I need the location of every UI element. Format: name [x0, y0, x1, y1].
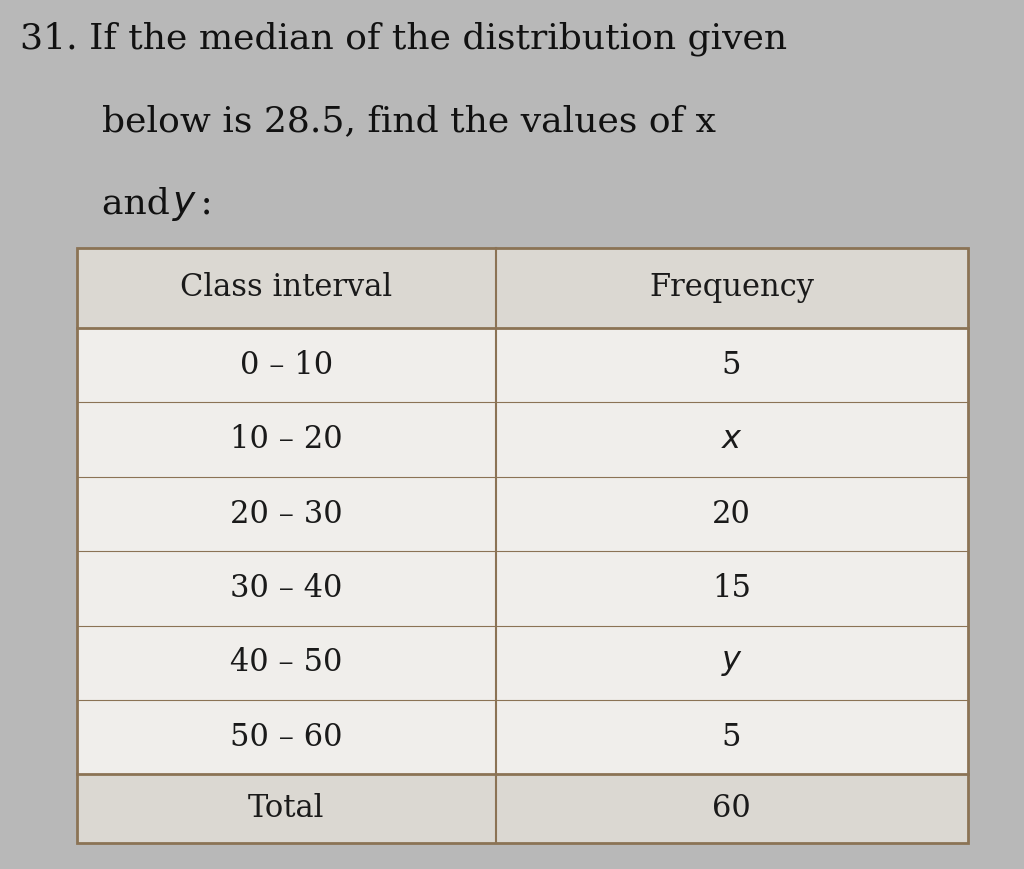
Bar	[77, 700, 968, 774]
Text: Total: Total	[248, 793, 325, 824]
Text: below is 28.5, find the values of x: below is 28.5, find the values of x	[102, 104, 717, 138]
Text: 5: 5	[722, 349, 741, 381]
Text: :: :	[189, 187, 213, 221]
Bar	[77, 626, 968, 700]
Bar	[77, 477, 968, 551]
Text: 30 – 40: 30 – 40	[230, 573, 342, 604]
Bar	[77, 551, 968, 626]
Text: $y$: $y$	[172, 187, 198, 222]
Text: 20: 20	[712, 499, 751, 529]
Text: 5: 5	[722, 722, 741, 753]
Text: Class interval: Class interval	[180, 272, 392, 303]
Text: Frequency: Frequency	[649, 272, 814, 303]
Text: and: and	[102, 187, 181, 221]
Text: 15: 15	[712, 573, 751, 604]
Text: 20 – 30: 20 – 30	[229, 499, 342, 529]
Text: $y$: $y$	[721, 647, 742, 679]
Text: 31. If the median of the distribution given: 31. If the median of the distribution gi…	[20, 22, 787, 56]
Text: 40 – 50: 40 – 50	[230, 647, 342, 679]
Text: 60: 60	[713, 793, 751, 824]
Text: 0 – 10: 0 – 10	[240, 349, 333, 381]
Text: 10 – 20: 10 – 20	[229, 424, 342, 455]
Bar	[77, 248, 968, 843]
Bar	[77, 402, 968, 477]
Bar	[77, 248, 968, 328]
Bar	[77, 774, 968, 843]
Text: $x$: $x$	[721, 424, 742, 455]
Text: 50 – 60: 50 – 60	[230, 722, 342, 753]
Bar	[77, 328, 968, 402]
